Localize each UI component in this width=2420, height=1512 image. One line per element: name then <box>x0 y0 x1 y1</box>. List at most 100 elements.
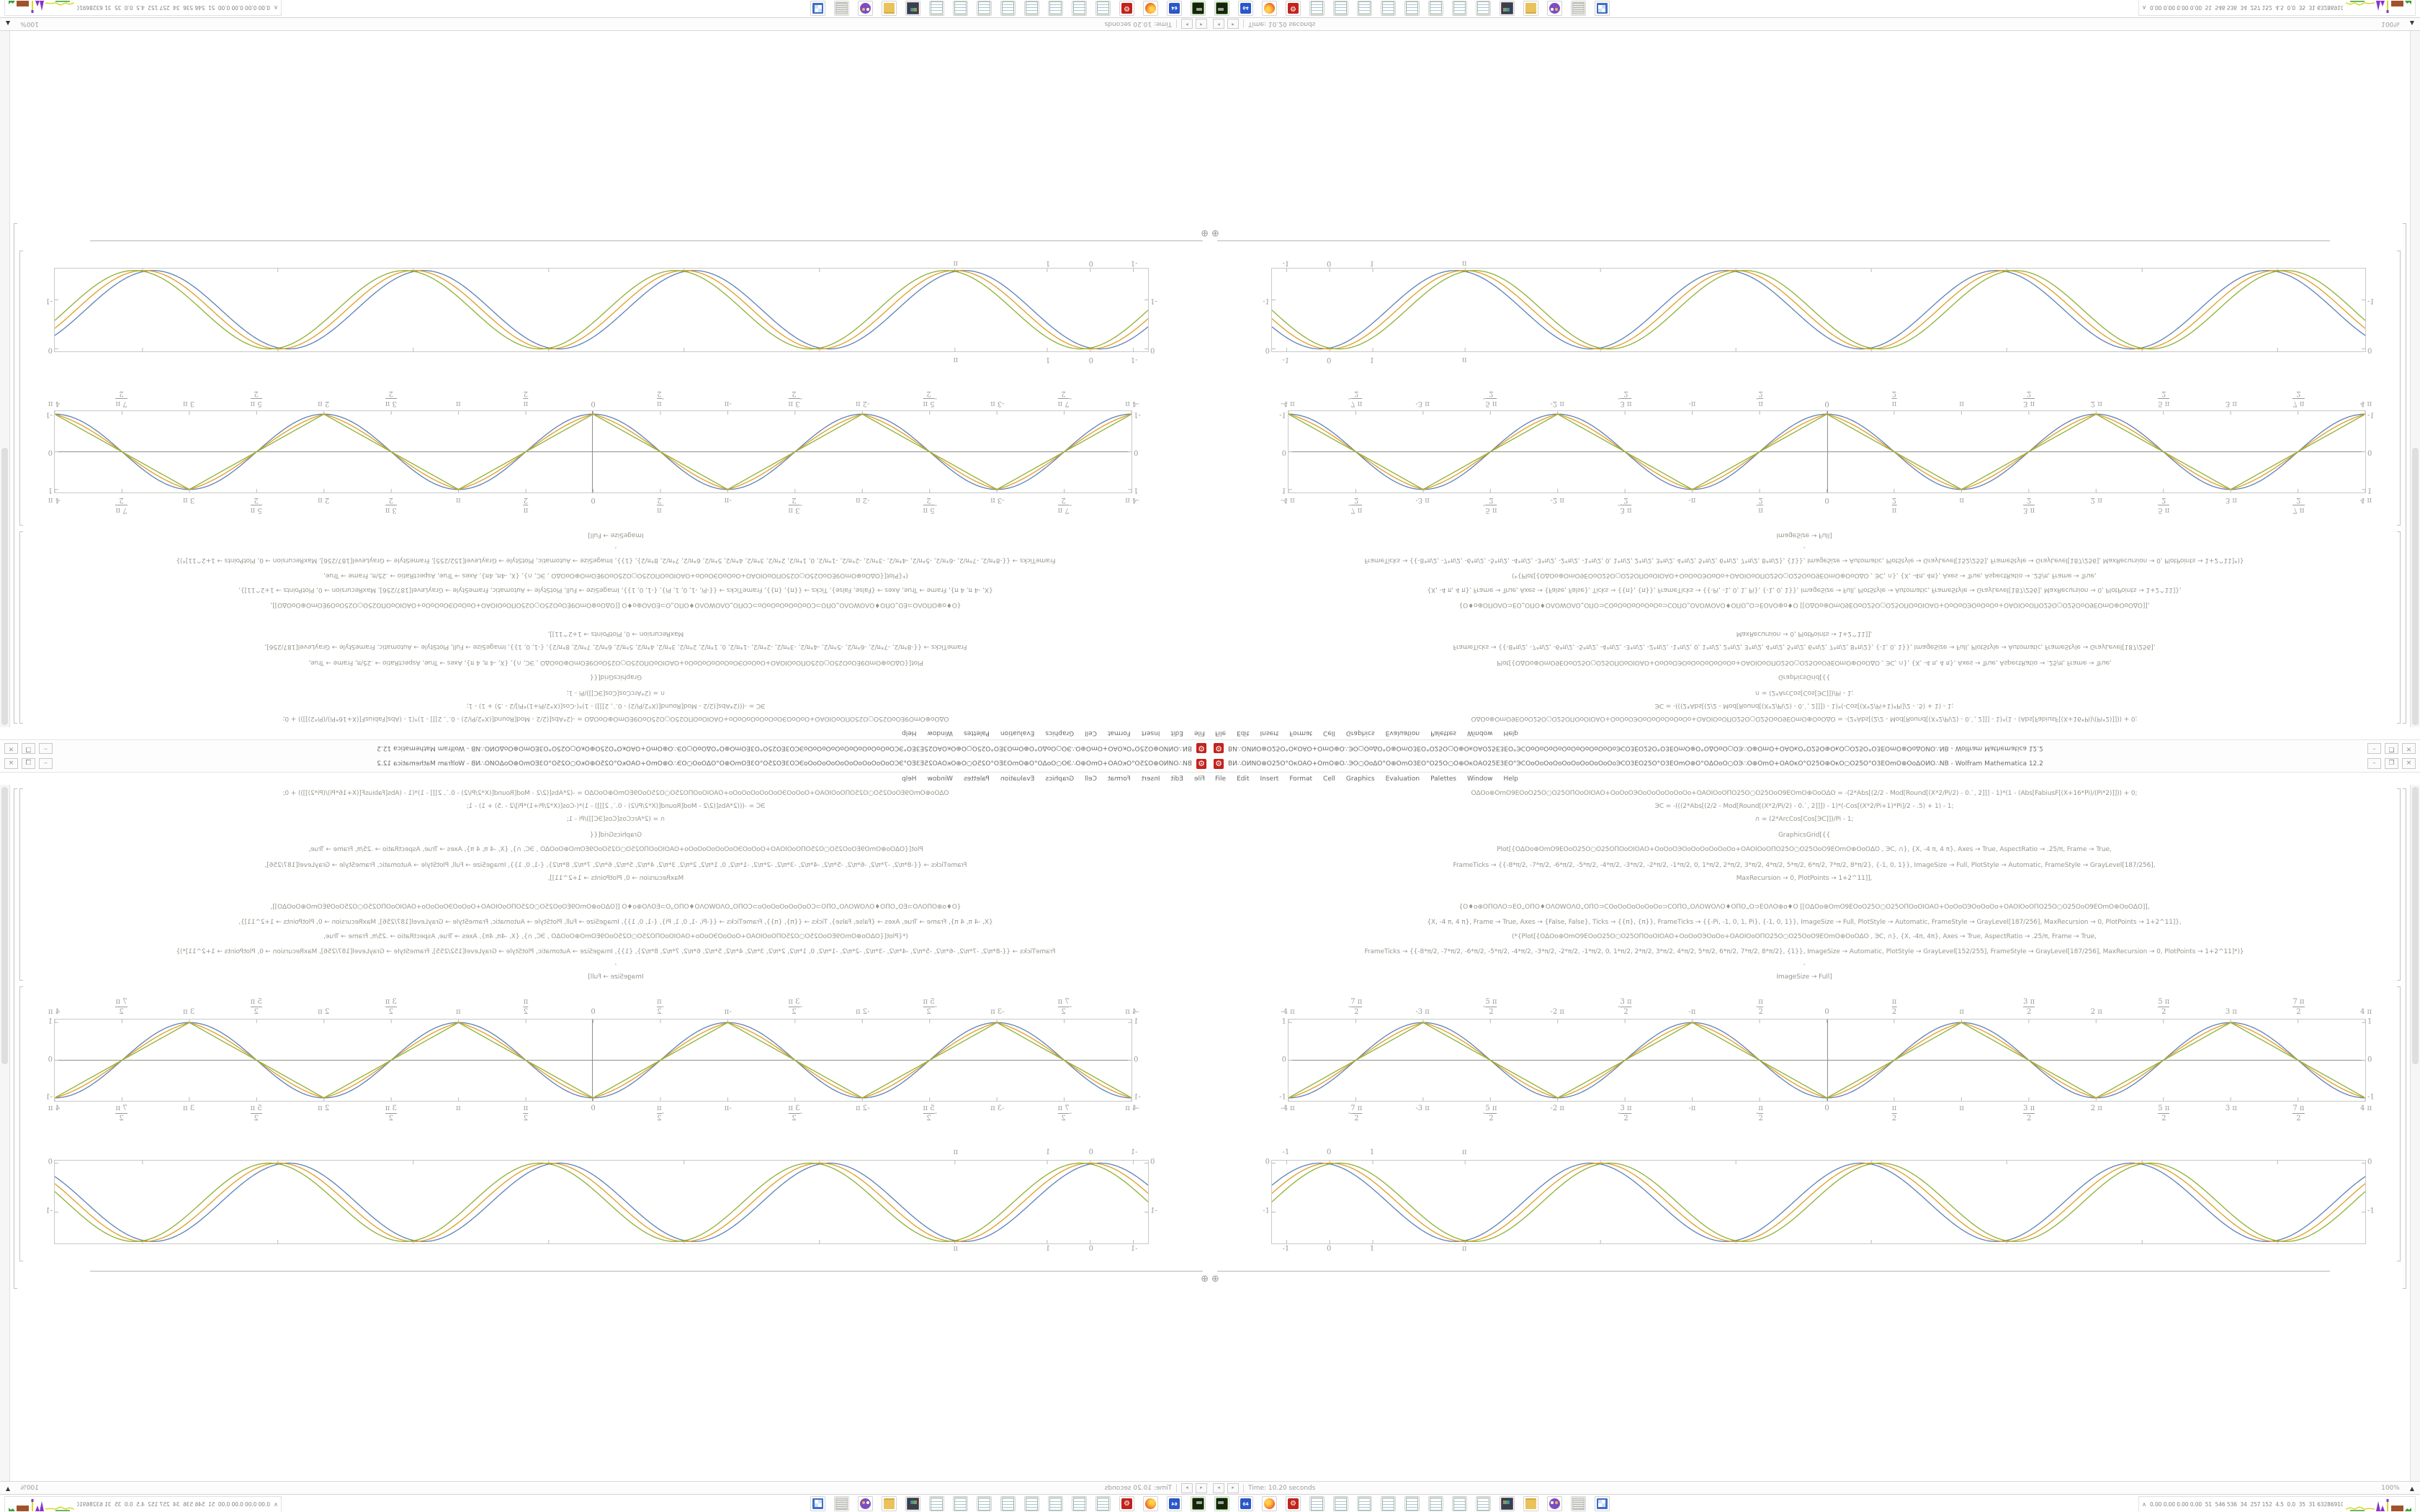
code-line[interactable]: {X, -4 π, 4 π}, Frame → True, Axes → {Fa… <box>238 586 993 593</box>
menu-item-graphics[interactable]: Graphics <box>1045 775 1075 783</box>
code-line[interactable]: ЭС = -(((2*Abs[(2/2 - Mod[Round[(X*2/Pi/… <box>1654 803 1954 810</box>
menu-item-graphics[interactable]: Graphics <box>1045 729 1075 737</box>
code-line[interactable]: ’ <box>614 541 617 549</box>
taskbar-button[interactable]: ⚙ <box>1286 1 1301 16</box>
taskbar-button[interactable] <box>1095 1 1111 16</box>
magnification-control[interactable]: 100% <box>2381 1485 2400 1492</box>
taskbar-button[interactable] <box>1191 1496 1206 1511</box>
code-line[interactable]: ΟΔΟο⊕ΟmΟ9ΕΟοΟ25Ο○Ο25ΟΠΟοΟΙΟΑΟ+ΟοΟοΟЭΟοΟο… <box>1471 715 2138 722</box>
code-line[interactable]: ’ <box>1803 541 1806 549</box>
code-line[interactable]: ’ <box>614 963 617 971</box>
resize-indicator-icon[interactable]: ▲ <box>2409 1485 2414 1492</box>
taskbar-button[interactable] <box>1523 1496 1538 1511</box>
minimize-button[interactable]: – <box>2367 743 2381 754</box>
history-forward-button[interactable]: ▸ <box>1227 19 1239 29</box>
menu-item-palettes[interactable]: Palettes <box>964 729 990 737</box>
menu-item-file[interactable]: File <box>1193 775 1205 783</box>
code-line[interactable]: ImageSize → Full] <box>1776 531 1832 539</box>
taskbar-button[interactable] <box>1262 1 1277 16</box>
code-line[interactable]: FrameTicks → {{-8*π/2, -7*π/2, -6*π/2, -… <box>1453 862 2156 869</box>
taskbar-button[interactable] <box>1404 1 1420 16</box>
menu-item-help[interactable]: Help <box>901 775 917 783</box>
taskbar-button[interactable] <box>1048 1496 1063 1511</box>
menu-item-graphics[interactable]: Graphics <box>1345 729 1375 737</box>
code-line[interactable]: ΟΔΟο⊕ΟmΟ9ΕΟοΟ25Ο○Ο25ΟΠΟοΟΙΟΑΟ+ΟοΟοΟЭΟοΟο… <box>282 715 949 722</box>
code-line[interactable]: FrameTicks → {{-8*π/2, -7*π/2, -6*π/2, -… <box>176 948 1056 955</box>
menu-item-palettes[interactable]: Palettes <box>1430 729 1456 737</box>
menu-item-window[interactable]: Window <box>927 729 954 737</box>
taskbar-button[interactable] <box>1571 1496 1586 1511</box>
taskbar-button[interactable] <box>1214 1496 1229 1511</box>
taskbar-button[interactable] <box>1547 1496 1562 1511</box>
menu-item-window[interactable]: Window <box>927 775 954 783</box>
menu-item-evaluation[interactable]: Evaluation <box>1000 775 1035 783</box>
cell-bracket-input[interactable] <box>2397 788 2401 981</box>
taskbar-button[interactable]: ⚙ <box>1119 1496 1134 1511</box>
code-line[interactable]: (*{Plot[{ΟΔΟο⊕ΟmΟ9ΕΟοΟ25Ο○Ο25ΟΠΟοΟΙΟΑΟ+Ο… <box>1512 572 2097 579</box>
taskbar-button[interactable] <box>1428 1 1443 16</box>
taskbar-button[interactable] <box>977 1 992 16</box>
menu-item-file[interactable]: File <box>1215 729 1227 737</box>
menu-item-cell[interactable]: Cell <box>1323 729 1335 737</box>
tray-expander-icon[interactable]: ∧ <box>274 4 278 11</box>
window-titlebar[interactable]: ⚙ ΒИ∴ΟИNΟ⊕Ο25Ο°ΟκΟΑΟ+ΟmΟ⊕Ο∴ЭΟ○ΟοΔΟ°Ο⊕ΟmΟ… <box>0 756 1210 773</box>
menu-item-file[interactable]: File <box>1215 775 1227 783</box>
taskbar-button[interactable] <box>1595 1496 1610 1511</box>
menu-item-graphics[interactable]: Graphics <box>1345 775 1375 783</box>
taskbar-button[interactable] <box>858 1 873 16</box>
taskbar-button[interactable] <box>977 1496 992 1511</box>
history-back-button[interactable]: ◂ <box>1196 19 1207 29</box>
taskbar-button[interactable] <box>929 1496 944 1511</box>
cell-insertion-plus-icon[interactable]: ⊕ <box>1201 1274 1209 1284</box>
window-titlebar[interactable]: ⚙ ΒИ∴ΟИNΟ⊕Ο25Ο°ΟκΟΑΟ+ΟmΟ⊕Ο∴ЭΟ○ΟοΔΟ°Ο⊕ΟmΟ… <box>0 739 1210 756</box>
menu-item-format[interactable]: Format <box>1289 775 1313 783</box>
scrollbar-thumb[interactable] <box>1 448 8 725</box>
taskbar-button[interactable] <box>1500 1496 1515 1511</box>
code-line[interactable]: ’ <box>1803 963 1806 971</box>
tray-expander-icon[interactable]: ∧ <box>2142 4 2146 11</box>
minimize-button[interactable]: – <box>39 758 53 769</box>
taskbar-button[interactable] <box>858 1496 873 1511</box>
menu-item-edit[interactable]: Edit <box>1170 775 1183 783</box>
taskbar-button[interactable] <box>1143 1 1158 16</box>
scrollbar-thumb[interactable] <box>2412 787 2419 1064</box>
taskbar-button[interactable] <box>1381 1496 1396 1511</box>
taskbar-button[interactable] <box>1191 1 1206 16</box>
menu-item-window[interactable]: Window <box>1466 775 1493 783</box>
taskbar-button[interactable] <box>953 1496 968 1511</box>
taskbar-button[interactable] <box>810 1 825 16</box>
taskbar-button[interactable] <box>1072 1 1087 16</box>
code-line[interactable]: ImageSize → Full] <box>588 531 644 539</box>
taskbar-button[interactable] <box>810 1496 825 1511</box>
cell-insertion-line[interactable] <box>1217 240 2330 241</box>
resize-indicator-icon[interactable]: ▲ <box>2409 20 2414 27</box>
menu-item-palettes[interactable]: Palettes <box>1430 775 1456 783</box>
restore-button[interactable]: ❐ <box>22 758 35 769</box>
menu-item-help[interactable]: Help <box>901 729 917 737</box>
taskbar-button[interactable] <box>1072 1496 1087 1511</box>
code-line[interactable]: ЭС = -(((2*Abs[(2/2 - Mod[Round[(X*2/Pi/… <box>466 702 766 709</box>
cell-bracket-output[interactable] <box>2397 251 2401 526</box>
taskbar-button[interactable] <box>1024 1496 1039 1511</box>
cell-bracket-output[interactable] <box>19 986 23 1261</box>
code-line[interactable]: FrameTicks → {{-8*π/2, -7*π/2, -6*π/2, -… <box>1364 557 2244 564</box>
code-line[interactable]: FrameTicks → {{-8*π/2, -7*π/2, -6*π/2, -… <box>264 643 967 650</box>
resize-indicator-icon[interactable]: ▲ <box>6 20 11 27</box>
code-line[interactable]: FrameTicks → {{-8*π/2, -7*π/2, -6*π/2, -… <box>264 862 967 869</box>
close-button[interactable]: × <box>4 743 18 754</box>
code-line[interactable]: ЭС = -(((2*Abs[(2/2 - Mod[Round[(X*2/Pi/… <box>466 803 766 810</box>
scrollbar-thumb[interactable] <box>1 787 8 1064</box>
history-forward-button[interactable]: ▸ <box>1181 19 1193 29</box>
cell-insertion-plus-icon[interactable]: ⊕ <box>1201 228 1209 238</box>
code-line[interactable]: {X, -4 π, 4 π}, Frame → True, Axes → {Fa… <box>1427 586 2182 593</box>
cell-insertion-plus-icon[interactable]: ⊕ <box>1211 1274 1219 1284</box>
menu-item-evaluation[interactable]: Evaluation <box>1385 775 1420 783</box>
close-button[interactable]: × <box>2402 743 2416 754</box>
taskbar-button[interactable] <box>1452 1496 1467 1511</box>
taskbar-button[interactable] <box>1333 1496 1348 1511</box>
taskbar-button[interactable] <box>1595 1 1610 16</box>
menu-item-edit[interactable]: Edit <box>1237 729 1250 737</box>
menu-item-window[interactable]: Window <box>1466 729 1493 737</box>
menu-item-evaluation[interactable]: Evaluation <box>1000 729 1035 737</box>
